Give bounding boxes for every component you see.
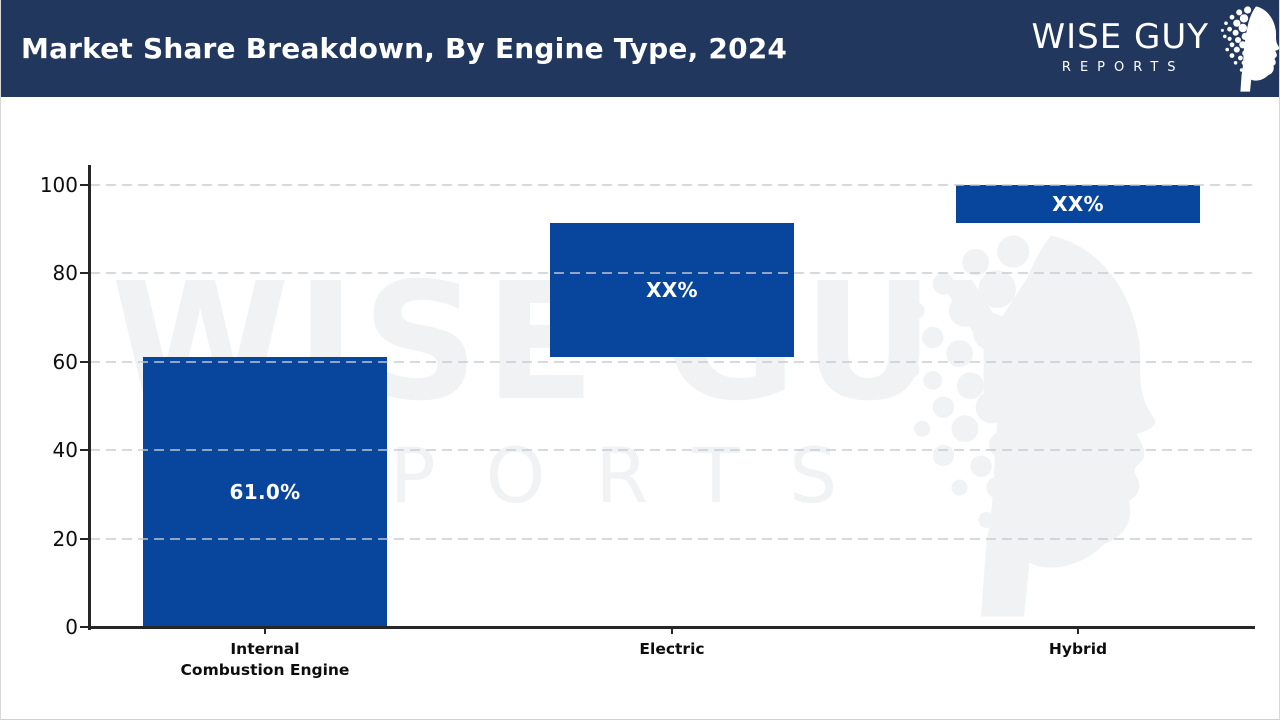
gridline-y-20 — [90, 537, 1254, 540]
y-tick-100 — [80, 184, 89, 186]
y-axis-line — [88, 165, 91, 630]
x-tick-hybrid — [1077, 627, 1079, 634]
y-tick-80 — [80, 272, 89, 275]
gridline-y-100 — [90, 184, 1254, 186]
gridline-y-60 — [90, 360, 1254, 363]
logo-subtext: REPORTS — [1061, 60, 1185, 75]
y-tick-20 — [80, 537, 89, 540]
page-title: Market Share Breakdown, By Engine Type, … — [21, 32, 788, 65]
x-tick-electric — [671, 627, 673, 634]
logo-text: WISE GUY REPORTS — [1031, 17, 1209, 75]
x-tick-label-internal-combustion-engine: Internal Combustion Engine — [180, 640, 350, 679]
bar-internal-combustion-engine: 61.0% — [143, 357, 387, 627]
bar-value-label: XX% — [646, 277, 698, 302]
gridline-y-40 — [90, 449, 1254, 452]
header-bar: Market Share Breakdown, By Engine Type, … — [1, 0, 1280, 97]
bar-hybrid: XX% — [956, 185, 1200, 223]
logo-wordmark: WISE GUY — [1031, 17, 1209, 57]
y-tick-0 — [80, 626, 89, 628]
y-tick-60 — [80, 360, 89, 363]
y-tick-label-80: 80 — [52, 261, 78, 286]
y-tick-label-0: 0 — [65, 615, 78, 639]
bar-value-label: XX% — [1052, 191, 1104, 216]
y-tick-label-60: 60 — [52, 349, 78, 374]
y-tick-label-40: 40 — [52, 438, 78, 463]
y-tick-40 — [80, 449, 89, 452]
x-tick-label-electric: Electric — [639, 640, 705, 658]
gridline-y-80 — [90, 272, 1254, 275]
y-tick-label-20: 20 — [52, 526, 78, 551]
bar-value-label: 61.0% — [229, 480, 301, 505]
y-tick-label-100: 100 — [39, 173, 78, 197]
bar-electric: XX% — [550, 222, 794, 358]
wise-guy-reports-logo: WISE GUY REPORTS — [1021, 0, 1280, 97]
x-tick-label-hybrid: Hybrid — [1048, 640, 1108, 658]
x-tick-internal-combustion-engine — [264, 627, 266, 634]
